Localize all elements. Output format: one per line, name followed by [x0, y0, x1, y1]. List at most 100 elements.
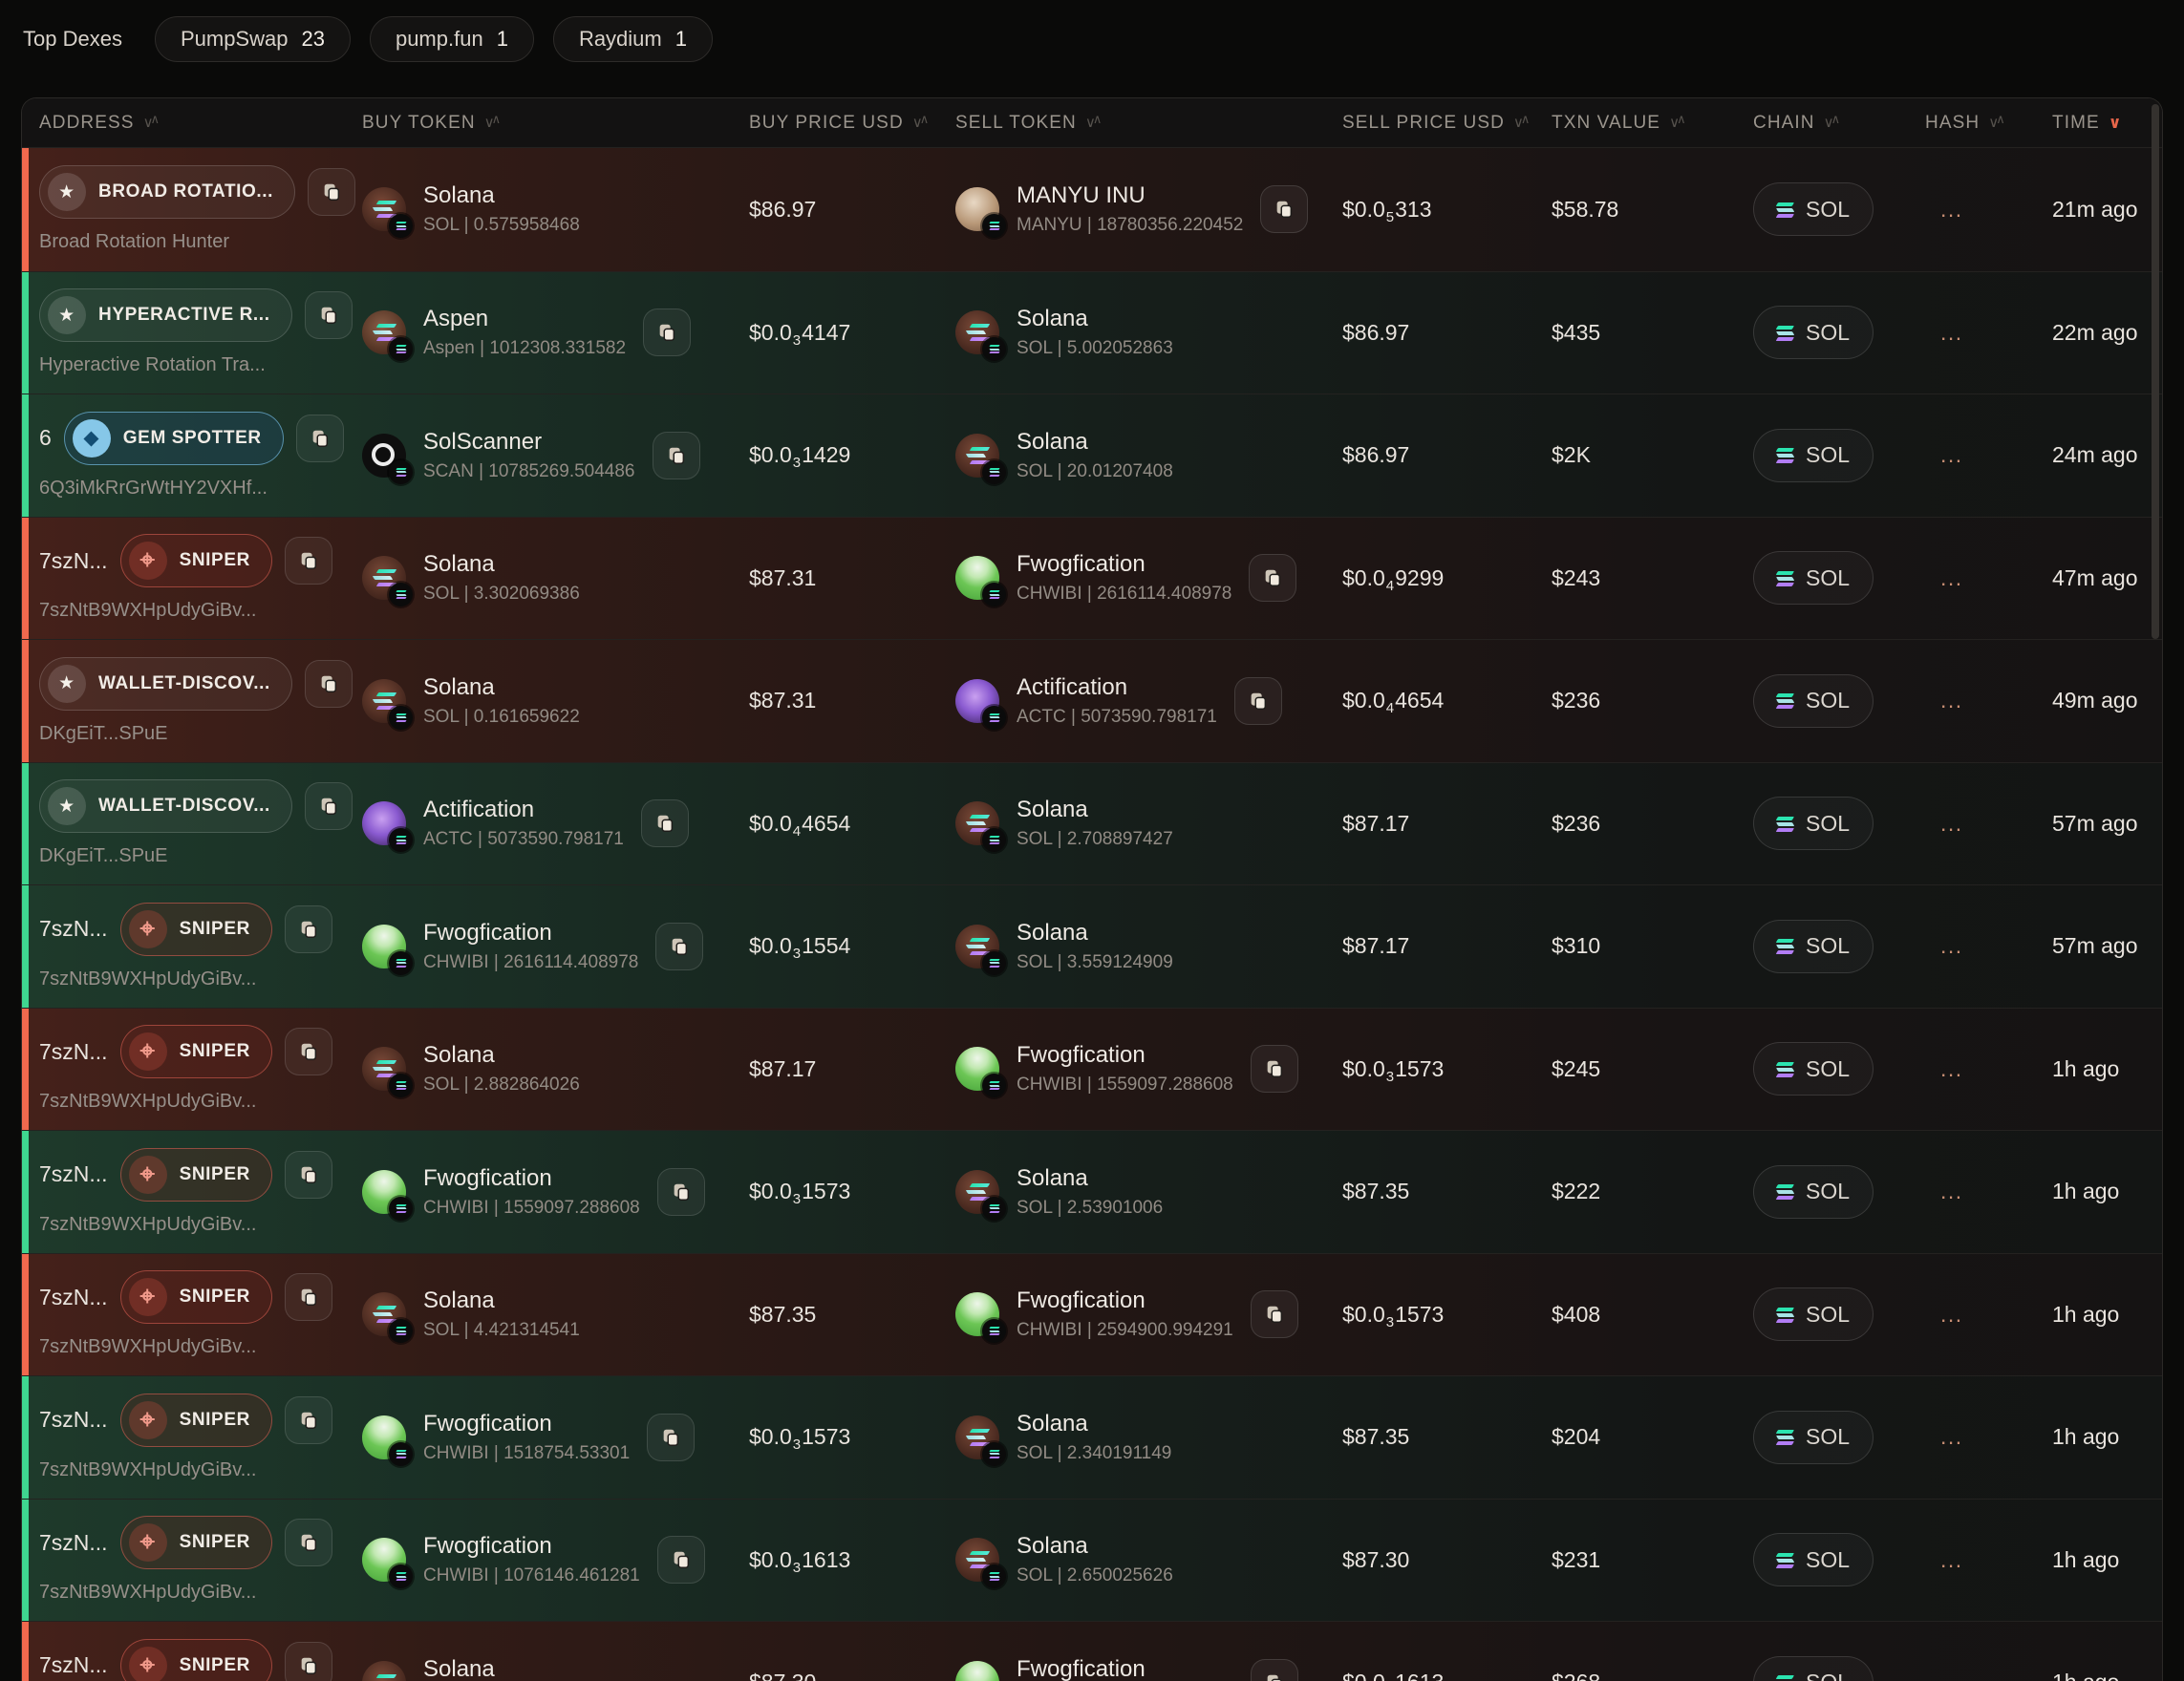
chain-cell: SOL: [1753, 1287, 1925, 1342]
column-header-txn-value[interactable]: TXN VALUE ∨ ∧: [1552, 113, 1753, 134]
table-row[interactable]: 6 ◆ GEM SPOTTER 6Q3iMkRrGrWtHY2VXHf...: [22, 394, 2162, 517]
copy-icon: [301, 921, 316, 938]
wallet-badge[interactable]: ★ BROAD ROTATIO...: [39, 165, 296, 220]
copy-address-button[interactable]: [284, 1395, 332, 1444]
hash-link[interactable]: ...: [1940, 1546, 1963, 1572]
column-header-hash[interactable]: HASH ∨ ∧: [1925, 113, 2052, 134]
copy-sell-token-button[interactable]: [1233, 676, 1282, 725]
column-header-buy-token[interactable]: BUY TOKEN ∨ ∧: [362, 113, 749, 134]
badge-icon: ⌖: [128, 1155, 167, 1194]
hash-link[interactable]: ...: [1940, 1055, 1963, 1081]
copy-buy-token-button[interactable]: [655, 922, 704, 970]
hash-link[interactable]: ...: [1940, 319, 1963, 345]
table-row[interactable]: 7szN... ⌖ SNIPER 7szNtB9WXHpUdyGiBv...: [22, 884, 2162, 1008]
copy-sell-token-button[interactable]: [1249, 554, 1297, 603]
column-header-time[interactable]: TIME ∨∧: [2052, 113, 2162, 134]
copy-buy-token-button[interactable]: [643, 309, 692, 357]
chain-label: SOL: [1806, 564, 1851, 590]
copy-address-button[interactable]: [295, 414, 344, 462]
hash-link[interactable]: ...: [1940, 688, 1963, 713]
table-row[interactable]: ★ WALLET-DISCOV... DKgEiT...SPuE: [22, 639, 2162, 762]
chain-chip: SOL: [1753, 428, 1874, 482]
wallet-badge[interactable]: ⌖ SNIPER: [119, 1516, 272, 1570]
hash-link[interactable]: ...: [1940, 442, 1963, 468]
wallet-badge[interactable]: ◆ GEM SPOTTER: [63, 411, 284, 465]
hash-link[interactable]: ...: [1925, 1670, 2052, 1681]
column-label: ADDRESS: [39, 112, 135, 133]
table-row[interactable]: 7szN... ⌖ SNIPER 7szNtB9WXHpUdyGiBv...: [22, 1252, 2162, 1375]
copy-address-button[interactable]: [284, 1519, 332, 1567]
table-row[interactable]: 7szN... ⌖ SNIPER 7szNtB9WXHpUdyGiBv...: [22, 1498, 2162, 1621]
hash-link[interactable]: ...: [1940, 1301, 1963, 1327]
hash-link[interactable]: ...: [1940, 564, 1963, 590]
table-row[interactable]: 7szN... ⌖ SNIPER 7szNtB9WXHpUdyGiBv...: [22, 1130, 2162, 1253]
wallet-badge[interactable]: ⌖ SNIPER: [119, 534, 272, 588]
wallet-badge[interactable]: ★ HYPERACTIVE R...: [39, 288, 292, 343]
vertical-scrollbar[interactable]: [2152, 104, 2159, 1677]
copy-sell-token-button[interactable]: [1250, 1658, 1298, 1681]
sort-icon: ∨∧: [1512, 112, 1531, 131]
hash-link[interactable]: ...: [1940, 1424, 1963, 1450]
copy-address-button[interactable]: [284, 1641, 332, 1681]
copy-buy-token-button[interactable]: [656, 1167, 705, 1216]
wallet-badge[interactable]: ⌖ SNIPER: [119, 1147, 272, 1202]
copy-buy-token-button[interactable]: [640, 799, 689, 848]
copy-sell-token-button[interactable]: [1250, 1045, 1298, 1094]
column-header-address[interactable]: ADDRESS ∨ ∧: [39, 113, 362, 134]
copy-address-button[interactable]: [284, 1273, 332, 1322]
chain-chip: SOL: [1753, 306, 1874, 360]
wallet-badge[interactable]: ⌖ SNIPER: [119, 902, 272, 956]
hash-link[interactable]: ...: [1940, 1179, 1963, 1204]
wallet-badge[interactable]: ⌖ SNIPER: [119, 1638, 272, 1681]
wallet-badge[interactable]: ★ WALLET-DISCOV...: [39, 779, 292, 834]
buy-token-cell: Fwogfication CHWIBI | 2616114.408978: [362, 920, 749, 975]
sell-token-cell: Solana SOL | 2.650025626: [955, 1533, 1342, 1589]
table-row[interactable]: ★ BROAD ROTATIO... Broad Rotation Hunter: [22, 148, 2162, 271]
copy-address-button[interactable]: [304, 782, 353, 831]
copy-address-button[interactable]: [284, 904, 332, 953]
sell-token-cell: Fwogfication CHWIBI | 2616114.408978: [955, 551, 1342, 607]
column-header-buy-price-usd[interactable]: BUY PRICE USD ∨ ∧: [749, 113, 955, 134]
copy-address-button[interactable]: [284, 1028, 332, 1076]
table-row[interactable]: 7szN... ⌖ SNIPER 7szNtB9WXHpUdyGiBv...: [22, 1621, 2162, 1681]
copy-icon: [1251, 692, 1266, 710]
copy-buy-token-button[interactable]: [656, 1536, 705, 1585]
hash-link[interactable]: ...: [1940, 196, 1963, 222]
table-row[interactable]: 7szN... ⌖ SNIPER 7szNtB9WXHpUdyGiBv...: [22, 516, 2162, 639]
copy-address-button[interactable]: [304, 659, 353, 708]
table-row[interactable]: 7szN... ⌖ SNIPER 7szNtB9WXHpUdyGiBv...: [22, 1007, 2162, 1130]
copy-address-button[interactable]: [284, 1150, 332, 1199]
wallet-badge[interactable]: ⌖ SNIPER: [119, 1270, 272, 1325]
address-sub: DKgEiT...SPuE: [39, 722, 168, 744]
copy-buy-token-button[interactable]: [647, 1413, 696, 1461]
chain-chip: SOL: [1753, 1042, 1874, 1096]
dex-name: PumpSwap: [180, 27, 289, 51]
table-row[interactable]: ★ HYPERACTIVE R... Hyperactive Rotation …: [22, 270, 2162, 394]
copy-buy-token-button[interactable]: [652, 431, 700, 479]
dex-filter-chip[interactable]: PumpSwap 23: [154, 16, 351, 62]
dex-filter-chip[interactable]: Raydium 1: [552, 16, 713, 62]
buy-price-usd: $87.35: [749, 1301, 817, 1327]
badge-label: WALLET-DISCOV...: [98, 672, 270, 693]
buy-token-cell: Solana SOL | 3.302069386: [362, 551, 749, 607]
hash-link[interactable]: ...: [1940, 933, 1963, 959]
column-header-chain[interactable]: CHAIN ∨ ∧: [1753, 113, 1925, 134]
table-row[interactable]: 7szN... ⌖ SNIPER 7szNtB9WXHpUdyGiBv...: [22, 1375, 2162, 1499]
wallet-badge[interactable]: ⌖ SNIPER: [119, 1025, 272, 1079]
copy-address-button[interactable]: [308, 168, 356, 217]
copy-address-button[interactable]: [284, 537, 332, 585]
scrollbar-thumb[interactable]: [2152, 104, 2159, 639]
copy-sell-token-button[interactable]: [1260, 185, 1309, 234]
table-row[interactable]: ★ WALLET-DISCOV... DKgEiT...SPuE: [22, 761, 2162, 884]
column-header-sell-price-usd[interactable]: SELL PRICE USD ∨ ∧: [1342, 113, 1552, 134]
copy-address-button[interactable]: [304, 291, 353, 340]
sell-price-usd: $0.049299: [1342, 564, 1445, 594]
hash-link[interactable]: ...: [1940, 810, 1963, 836]
column-header-sell-token[interactable]: SELL TOKEN ∨ ∧: [955, 113, 1342, 134]
copy-sell-token-button[interactable]: [1250, 1290, 1298, 1339]
chain-mini-badge: [389, 950, 413, 975]
column-label: TXN VALUE: [1552, 112, 1661, 133]
dex-filter-chip[interactable]: pump.fun 1: [369, 16, 534, 62]
wallet-badge[interactable]: ⌖ SNIPER: [119, 1393, 272, 1447]
wallet-badge[interactable]: ★ WALLET-DISCOV...: [39, 656, 292, 711]
